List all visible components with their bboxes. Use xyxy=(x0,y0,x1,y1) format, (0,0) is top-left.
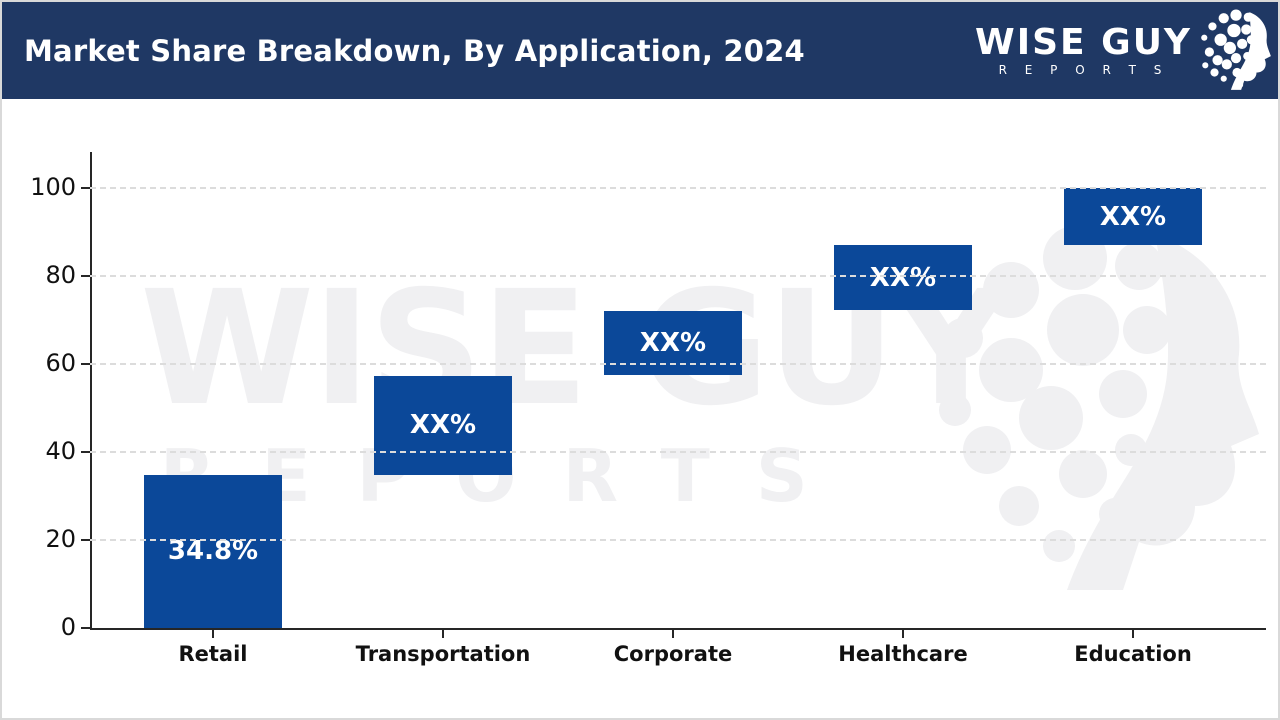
x-tick-mark xyxy=(1132,630,1134,638)
header: Market Share Breakdown, By Application, … xyxy=(2,2,1278,99)
bar-value-label: XX% xyxy=(869,262,937,293)
x-axis-label-transportation: Transportation xyxy=(355,642,531,666)
y-tick-mark xyxy=(81,451,90,453)
logo-subtitle: R E P O R T S xyxy=(998,63,1169,77)
bar-healthcare: XX% xyxy=(834,245,972,310)
x-axis-label-healthcare: Healthcare xyxy=(838,642,968,666)
y-tick-mark xyxy=(81,275,90,277)
x-tick-mark xyxy=(672,630,674,638)
plot-area: 0 20 40 60 80 100 34.8% Retail XX% Transportation… xyxy=(2,99,1278,718)
logo-wordmark: WISE GUY xyxy=(974,22,1192,63)
bar-value-label: XX% xyxy=(1099,201,1167,232)
y-tick-mark xyxy=(81,539,90,541)
x-axis-spine xyxy=(90,628,1266,630)
page-title: Market Share Breakdown, By Application, … xyxy=(24,33,805,68)
x-tick-mark xyxy=(902,630,904,638)
bar-education: XX% xyxy=(1064,188,1202,246)
gridline-y-20 xyxy=(90,539,1266,541)
wiseguy-logo: WISE GUY R E P O R T S xyxy=(974,9,1278,93)
y-tick-mark xyxy=(81,627,90,629)
y-tick-label: 40 xyxy=(45,437,76,465)
gridline-y-60 xyxy=(90,363,1266,365)
y-tick-label: 20 xyxy=(45,525,76,553)
x-axis-label-retail: Retail xyxy=(178,642,248,666)
gridline-y-80 xyxy=(90,275,1266,277)
y-tick-label: 100 xyxy=(30,173,76,201)
y-tick-label: 60 xyxy=(45,349,76,377)
x-axis-label-education: Education xyxy=(1074,642,1192,666)
y-tick-mark xyxy=(81,363,90,365)
x-tick-mark xyxy=(442,630,444,638)
y-axis-spine xyxy=(90,152,92,629)
bar-value-label: 34.8% xyxy=(167,536,259,567)
y-tick-mark xyxy=(81,187,90,189)
bar-corporate: XX% xyxy=(604,311,742,375)
wiseguy-logo-text: WISE GUY R E P O R T S xyxy=(974,22,1192,77)
bar-transportation: XX% xyxy=(374,375,512,475)
gridline-y-100 xyxy=(90,187,1266,189)
bar-value-label: XX% xyxy=(409,410,477,441)
wiseguy-face-icon xyxy=(1201,9,1271,90)
gridline-y-40 xyxy=(90,451,1266,453)
y-tick-label: 80 xyxy=(45,261,76,289)
x-axis-label-corporate: Corporate xyxy=(613,642,733,666)
y-tick-label: 0 xyxy=(60,613,76,641)
bar-retail: 34.8% xyxy=(144,474,282,628)
x-tick-mark xyxy=(212,630,214,638)
bar-value-label: XX% xyxy=(639,328,707,359)
